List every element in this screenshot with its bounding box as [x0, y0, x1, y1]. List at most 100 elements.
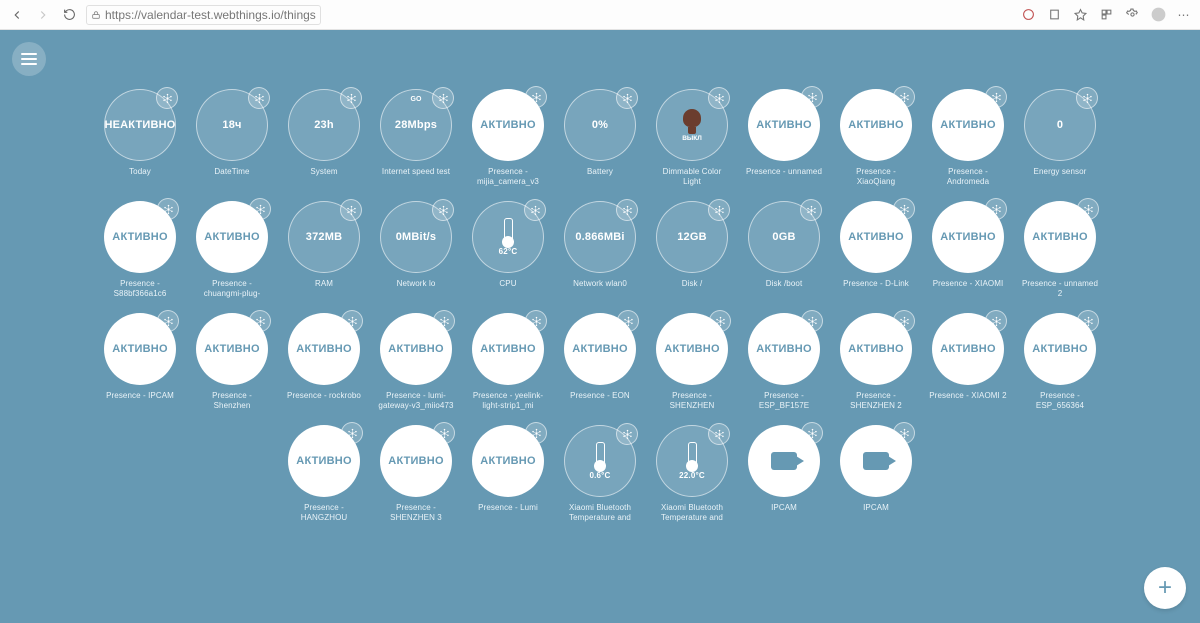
- url-box[interactable]: https://valendar-test.webthings.io/thing…: [86, 5, 321, 25]
- thing-bubble[interactable]: АКТИВНО: [472, 89, 544, 161]
- thing-bubble[interactable]: АКТИВНО: [288, 425, 360, 497]
- thing-badge-icon[interactable]: [433, 422, 455, 444]
- thing-badge-icon[interactable]: [1077, 198, 1099, 220]
- thing-badge-icon[interactable]: [801, 86, 823, 108]
- thing-bubble[interactable]: ВЫКЛ: [656, 89, 728, 161]
- thing-bubble[interactable]: АКТИВНО: [196, 313, 268, 385]
- thing-bubble[interactable]: АКТИВНО: [1024, 201, 1096, 273]
- thing-badge-icon[interactable]: [340, 199, 362, 221]
- thing-bubble[interactable]: 0.866MBi: [564, 201, 636, 273]
- thing-bubble[interactable]: 372MB: [288, 201, 360, 273]
- thing-badge-icon[interactable]: [525, 310, 547, 332]
- menu-button[interactable]: [12, 42, 46, 76]
- thing-badge-icon[interactable]: [893, 422, 915, 444]
- thing-badge-icon[interactable]: [249, 310, 271, 332]
- thing-bubble[interactable]: АКТИВНО: [748, 313, 820, 385]
- thing-bubble[interactable]: АКТИВНО: [932, 89, 1004, 161]
- thing-badge-icon[interactable]: [525, 86, 547, 108]
- thing-bubble[interactable]: GO28Mbps: [380, 89, 452, 161]
- thing-label: Presence - XIAOMI: [933, 279, 1004, 289]
- thing-bubble[interactable]: 0GB: [748, 201, 820, 273]
- favorites-icon[interactable]: [1072, 7, 1088, 23]
- thing-badge-icon[interactable]: [893, 198, 915, 220]
- thing-badge-icon[interactable]: [985, 198, 1007, 220]
- thing-badge-icon[interactable]: [708, 423, 730, 445]
- thing-bubble[interactable]: АКТИВНО: [196, 201, 268, 273]
- thing-badge-icon[interactable]: [341, 310, 363, 332]
- thing-bubble[interactable]: АКТИВНО: [380, 313, 452, 385]
- thing-badge-icon[interactable]: [616, 199, 638, 221]
- thing-badge-icon[interactable]: [708, 199, 730, 221]
- thing-bubble[interactable]: АКТИВНО: [932, 313, 1004, 385]
- thing-bubble[interactable]: АКТИВНО: [840, 89, 912, 161]
- thing-badge-icon[interactable]: [340, 87, 362, 109]
- add-thing-button[interactable]: +: [1144, 567, 1186, 609]
- back-button[interactable]: [8, 6, 26, 24]
- thing-bubble[interactable]: АКТИВНО: [1024, 313, 1096, 385]
- thing-badge-icon[interactable]: [433, 310, 455, 332]
- collections-icon[interactable]: [1098, 7, 1114, 23]
- thing-badge-icon[interactable]: [708, 87, 730, 109]
- thing-bubble[interactable]: АКТИВНО: [104, 313, 176, 385]
- thing-bubble[interactable]: 0.6°C: [564, 425, 636, 497]
- thing-badge-icon[interactable]: [157, 310, 179, 332]
- thing-badge-icon[interactable]: [432, 199, 454, 221]
- thing-bubble[interactable]: АКТИВНО: [656, 313, 728, 385]
- thing-bubble[interactable]: [748, 425, 820, 497]
- thing-badge-icon[interactable]: [432, 87, 454, 109]
- thing-badge-icon[interactable]: [617, 310, 639, 332]
- thing-bubble[interactable]: АКТИВНО: [564, 313, 636, 385]
- thing-badge-icon[interactable]: [709, 310, 731, 332]
- thing-badge-icon[interactable]: [525, 422, 547, 444]
- thing-badge-icon[interactable]: [1076, 87, 1098, 109]
- thing-value: АКТИВНО: [388, 343, 443, 355]
- thing-label: Network lo: [397, 279, 436, 289]
- thing-badge-icon[interactable]: [985, 310, 1007, 332]
- thing-bubble[interactable]: АКТИВНО: [380, 425, 452, 497]
- thing-badge-icon[interactable]: [985, 86, 1007, 108]
- more-icon[interactable]: ⋯: [1176, 7, 1192, 23]
- profile-icon[interactable]: [1150, 7, 1166, 23]
- thing-bubble[interactable]: 23h: [288, 89, 360, 161]
- thing-badge-icon[interactable]: [801, 422, 823, 444]
- reader-icon[interactable]: [1046, 7, 1062, 23]
- thing-value: НЕАКТИВНО: [104, 119, 175, 131]
- thing-badge-icon[interactable]: [524, 199, 546, 221]
- thing-bubble[interactable]: АКТИВНО: [840, 313, 912, 385]
- thing-badge-icon[interactable]: [893, 86, 915, 108]
- thing-badge-icon[interactable]: [800, 199, 822, 221]
- thing-badge-icon[interactable]: [156, 87, 178, 109]
- thing-badge-icon[interactable]: [1077, 310, 1099, 332]
- thing-bubble[interactable]: [840, 425, 912, 497]
- extension-icon[interactable]: [1020, 7, 1036, 23]
- thing-bubble[interactable]: АКТИВНО: [104, 201, 176, 273]
- reload-button[interactable]: [60, 6, 78, 24]
- thing-badge-icon[interactable]: [341, 422, 363, 444]
- thing-badge-icon[interactable]: [801, 310, 823, 332]
- thing-bubble[interactable]: АКТИВНО: [472, 425, 544, 497]
- thing-badge-icon[interactable]: [249, 198, 271, 220]
- thing-badge-icon[interactable]: [893, 310, 915, 332]
- thing-bubble[interactable]: НЕАКТИВНО: [104, 89, 176, 161]
- thing-bubble[interactable]: АКТИВНО: [748, 89, 820, 161]
- thing-bubble[interactable]: АКТИВНО: [288, 313, 360, 385]
- plus-icon: +: [1158, 574, 1172, 602]
- thing-badge-icon[interactable]: [616, 423, 638, 445]
- settings-icon[interactable]: [1124, 7, 1140, 23]
- thing-bubble[interactable]: 18ч: [196, 89, 268, 161]
- thing-label: Presence - Shenzhen: [193, 391, 271, 411]
- thing-label: CPU: [499, 279, 516, 289]
- thing-badge-icon[interactable]: [616, 87, 638, 109]
- thing-bubble[interactable]: 62°C: [472, 201, 544, 273]
- thing-bubble[interactable]: 0%: [564, 89, 636, 161]
- thing-bubble[interactable]: АКТИВНО: [840, 201, 912, 273]
- forward-button[interactable]: [34, 6, 52, 24]
- thing-bubble[interactable]: 12GB: [656, 201, 728, 273]
- thing-bubble[interactable]: 0MBit/s: [380, 201, 452, 273]
- thing-bubble[interactable]: 0: [1024, 89, 1096, 161]
- thing-badge-icon[interactable]: [248, 87, 270, 109]
- thing-bubble[interactable]: АКТИВНО: [472, 313, 544, 385]
- thing-bubble[interactable]: АКТИВНО: [932, 201, 1004, 273]
- thing-bubble[interactable]: 22.0°C: [656, 425, 728, 497]
- thing-badge-icon[interactable]: [157, 198, 179, 220]
